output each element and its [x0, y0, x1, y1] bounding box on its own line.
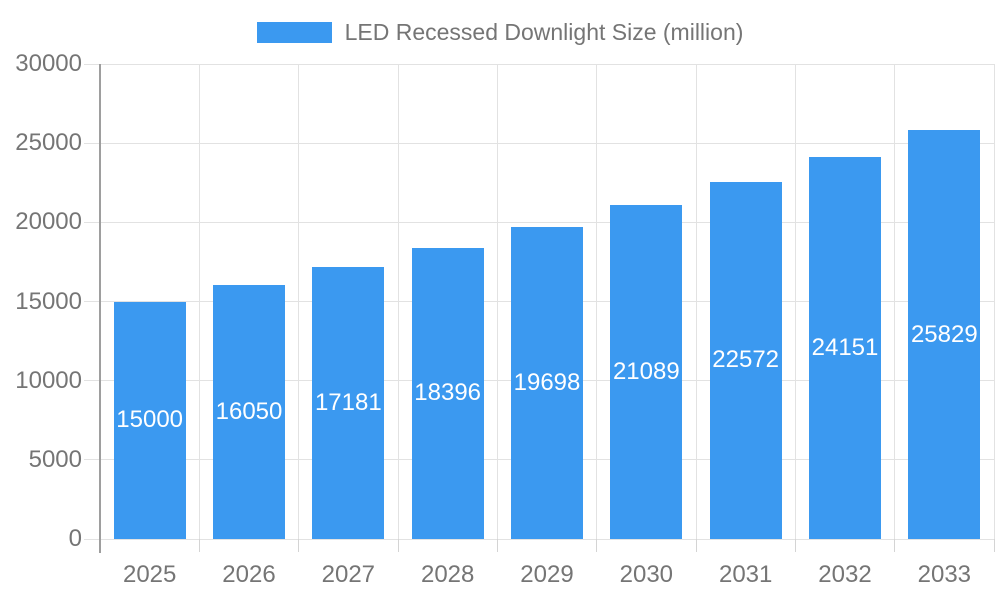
chart-legend: LED Recessed Downlight Size (million) [0, 16, 1000, 48]
x-axis-tick-label: 2026 [222, 561, 276, 588]
x-axis-tick [695, 539, 697, 552]
v-gridline [496, 64, 498, 539]
x-axis-tick-label: 2025 [122, 561, 177, 588]
bar-value-label: 15000 [116, 406, 184, 434]
v-gridline [894, 64, 896, 539]
bar[interactable]: 21089 [610, 205, 683, 539]
y-axis-tick-label: 30000 [15, 50, 82, 77]
bar-value-label: 16050 [215, 397, 283, 425]
legend-swatch-icon [256, 21, 332, 43]
v-gridline [397, 64, 399, 539]
v-gridline [794, 64, 796, 539]
y-gridline [84, 63, 994, 65]
v-gridline [198, 64, 200, 539]
x-axis-tick-label: 2033 [917, 561, 972, 588]
y-axis-tick-label: 15000 [15, 287, 82, 315]
v-gridline [993, 64, 995, 539]
bar[interactable]: 18396 [411, 247, 484, 539]
x-axis-tick-label: 2028 [420, 561, 475, 588]
bar-value-label: 18396 [414, 379, 482, 407]
legend-item[interactable]: LED Recessed Downlight Size (million) [256, 18, 744, 46]
bar-value-label: 19698 [513, 369, 581, 397]
bar[interactable]: 25829 [908, 130, 981, 539]
bar[interactable]: 22572 [709, 181, 782, 539]
v-gridline [298, 64, 300, 539]
bar-value-label: 22572 [712, 346, 780, 374]
bar[interactable]: 17181 [312, 266, 385, 539]
y-axis-tick-label: 20000 [15, 208, 82, 236]
x-axis-tick-label: 2032 [818, 561, 872, 588]
x-axis-tick [794, 539, 796, 552]
y-axis-tick-label: 0 [68, 525, 82, 552]
bar[interactable]: 24151 [809, 156, 881, 539]
x-axis-tick [496, 539, 498, 552]
v-gridline [695, 64, 697, 539]
bar-value-label: 24151 [811, 333, 879, 361]
x-axis-tick [596, 539, 598, 552]
bar-value-label: 25829 [910, 320, 978, 348]
bar[interactable]: 19698 [511, 227, 583, 539]
x-axis-tick-label: 2031 [718, 561, 773, 588]
x-axis-tick-label: 2027 [321, 561, 376, 588]
y-gridline [84, 538, 994, 540]
bar[interactable]: 16050 [213, 284, 285, 539]
x-axis-tick [993, 539, 995, 552]
bar[interactable]: 15000 [113, 301, 186, 539]
y-axis-tick-label: 25000 [15, 129, 82, 157]
x-axis-tick [397, 539, 399, 552]
bar-value-label: 21089 [612, 358, 680, 386]
x-axis-tick [894, 539, 896, 552]
x-axis-tick-label: 2029 [520, 561, 574, 588]
y-gridline [84, 221, 994, 223]
y-axis-tick-label: 10000 [15, 366, 82, 394]
x-axis-tick [298, 539, 300, 552]
y-gridline [84, 142, 994, 144]
y-axis-tick-label: 5000 [28, 445, 82, 473]
y-axis-line [99, 64, 101, 553]
bar-value-label: 17181 [314, 388, 382, 416]
x-axis-tick [198, 539, 200, 552]
legend-label: LED Recessed Downlight Size (million) [344, 18, 744, 45]
x-axis-tick-label: 2030 [619, 561, 674, 588]
v-gridline [596, 64, 598, 539]
